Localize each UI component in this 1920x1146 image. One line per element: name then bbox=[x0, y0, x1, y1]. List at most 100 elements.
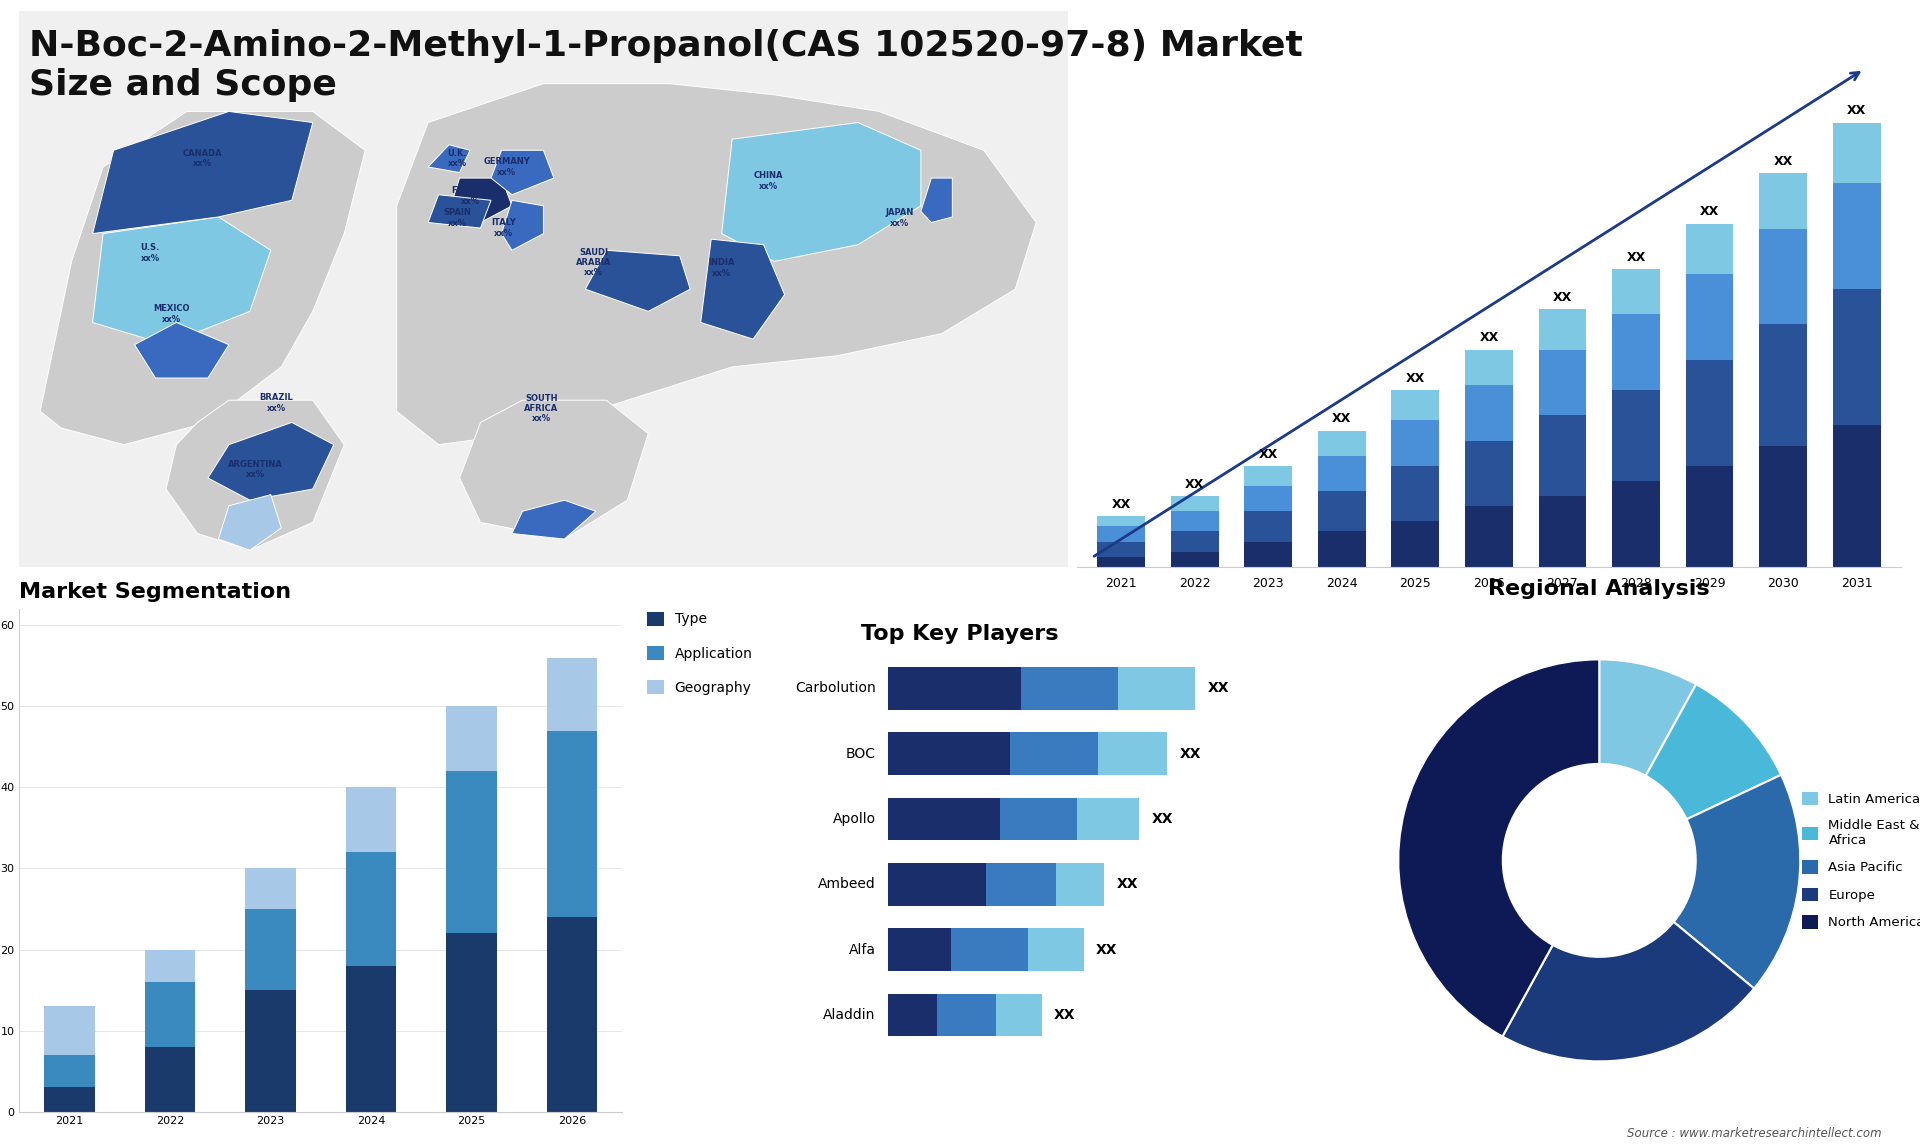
Bar bbox=[1759, 228, 1807, 324]
Text: INDIA
xx%: INDIA xx% bbox=[708, 258, 735, 277]
Text: U.K.
xx%: U.K. xx% bbox=[447, 149, 467, 168]
FancyBboxPatch shape bbox=[1010, 732, 1098, 775]
Bar bbox=[1244, 466, 1292, 486]
Bar bbox=[1834, 123, 1880, 183]
Bar bbox=[547, 917, 597, 1112]
Text: Aladdin: Aladdin bbox=[824, 1007, 876, 1022]
FancyBboxPatch shape bbox=[950, 928, 1027, 971]
Text: XX: XX bbox=[1553, 291, 1572, 304]
FancyBboxPatch shape bbox=[887, 798, 1000, 840]
Bar bbox=[1834, 425, 1880, 567]
Polygon shape bbox=[428, 144, 470, 173]
Bar bbox=[346, 853, 396, 966]
Polygon shape bbox=[219, 495, 282, 550]
Text: Market Segmentation: Market Segmentation bbox=[19, 582, 292, 602]
Bar bbox=[1392, 421, 1440, 466]
Bar bbox=[1613, 481, 1661, 567]
Bar bbox=[1171, 511, 1219, 532]
Bar bbox=[144, 950, 196, 982]
Bar bbox=[1244, 542, 1292, 567]
Bar bbox=[44, 1006, 94, 1054]
Polygon shape bbox=[449, 178, 513, 222]
Text: XX: XX bbox=[1699, 205, 1718, 218]
Bar bbox=[346, 966, 396, 1112]
Text: XX: XX bbox=[1478, 331, 1498, 345]
Polygon shape bbox=[40, 111, 365, 445]
Text: XX: XX bbox=[1117, 877, 1139, 892]
Text: ITALY
xx%: ITALY xx% bbox=[492, 219, 516, 237]
Polygon shape bbox=[501, 201, 543, 250]
Bar bbox=[44, 1088, 94, 1112]
Text: XX: XX bbox=[1774, 155, 1793, 167]
Bar bbox=[1465, 440, 1513, 507]
Wedge shape bbox=[1599, 659, 1695, 776]
Text: JAPAN
xx%: JAPAN xx% bbox=[885, 209, 914, 228]
Text: GERMANY
xx%: GERMANY xx% bbox=[484, 157, 530, 176]
Text: XX: XX bbox=[1054, 1007, 1075, 1022]
Polygon shape bbox=[397, 84, 1037, 445]
FancyBboxPatch shape bbox=[1000, 798, 1077, 840]
Text: XX: XX bbox=[1096, 942, 1117, 957]
FancyBboxPatch shape bbox=[1056, 863, 1104, 905]
Bar bbox=[1759, 446, 1807, 567]
Text: Alfa: Alfa bbox=[849, 942, 876, 957]
Bar bbox=[1834, 289, 1880, 425]
Bar bbox=[1538, 309, 1586, 350]
Text: BOC: BOC bbox=[845, 746, 876, 761]
Polygon shape bbox=[492, 150, 553, 195]
Polygon shape bbox=[586, 250, 689, 312]
Text: U.S.
xx%: U.S. xx% bbox=[140, 243, 159, 262]
Wedge shape bbox=[1645, 684, 1782, 819]
Text: SAUDI
ARABIA
xx%: SAUDI ARABIA xx% bbox=[576, 248, 611, 277]
Text: XX: XX bbox=[1847, 104, 1866, 117]
Bar bbox=[1538, 415, 1586, 496]
Polygon shape bbox=[207, 423, 334, 500]
FancyBboxPatch shape bbox=[887, 994, 937, 1036]
Bar bbox=[1317, 492, 1365, 532]
Text: MEXICO
xx%: MEXICO xx% bbox=[154, 305, 190, 324]
Bar bbox=[1317, 532, 1365, 567]
Bar bbox=[1317, 456, 1365, 492]
Text: ARGENTINA
xx%: ARGENTINA xx% bbox=[228, 460, 282, 479]
Bar bbox=[1244, 511, 1292, 542]
FancyBboxPatch shape bbox=[887, 667, 1021, 709]
Bar bbox=[1465, 507, 1513, 567]
Text: SOUTH
AFRICA
xx%: SOUTH AFRICA xx% bbox=[524, 393, 559, 424]
Polygon shape bbox=[513, 500, 595, 539]
Bar bbox=[1613, 269, 1661, 314]
FancyBboxPatch shape bbox=[996, 994, 1041, 1036]
Polygon shape bbox=[459, 400, 649, 539]
Bar bbox=[1538, 496, 1586, 567]
Bar bbox=[445, 706, 497, 771]
Polygon shape bbox=[1636, 26, 1743, 99]
Bar bbox=[445, 771, 497, 933]
Bar bbox=[547, 731, 597, 917]
Text: Carbolution: Carbolution bbox=[795, 681, 876, 696]
Polygon shape bbox=[428, 195, 492, 228]
Bar bbox=[1686, 274, 1734, 360]
Bar bbox=[1759, 173, 1807, 228]
Text: XX: XX bbox=[1405, 371, 1425, 385]
Bar bbox=[1392, 466, 1440, 521]
Bar bbox=[1392, 390, 1440, 421]
Bar bbox=[1834, 183, 1880, 289]
Text: XX: XX bbox=[1179, 746, 1202, 761]
Bar bbox=[1465, 350, 1513, 385]
Text: XX: XX bbox=[1112, 499, 1131, 511]
Polygon shape bbox=[165, 400, 344, 550]
Polygon shape bbox=[134, 322, 228, 378]
Bar bbox=[547, 658, 597, 731]
Text: Ambeed: Ambeed bbox=[818, 877, 876, 892]
Wedge shape bbox=[1503, 921, 1755, 1061]
Text: CHINA
xx%: CHINA xx% bbox=[755, 171, 783, 190]
Bar bbox=[1171, 551, 1219, 567]
FancyBboxPatch shape bbox=[887, 928, 950, 971]
Text: Source : www.marketresearchintellect.com: Source : www.marketresearchintellect.com bbox=[1626, 1128, 1882, 1140]
Bar bbox=[346, 787, 396, 853]
Bar bbox=[1392, 521, 1440, 567]
Text: XX: XX bbox=[1332, 413, 1352, 425]
Text: MARKET: MARKET bbox=[1770, 36, 1816, 46]
FancyBboxPatch shape bbox=[937, 994, 996, 1036]
Bar bbox=[1759, 324, 1807, 446]
Polygon shape bbox=[92, 111, 313, 234]
